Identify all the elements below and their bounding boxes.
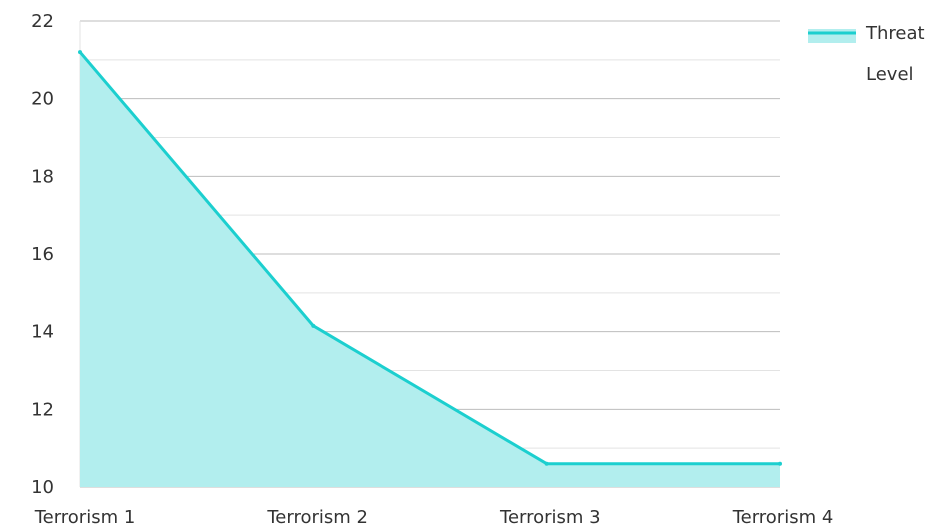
y-axis-ticks: 10 12 14 16 18 20 22 (31, 11, 54, 498)
y-tick-label: 14 (31, 322, 54, 343)
y-tick-label: 16 (31, 244, 54, 265)
legend: Threat Level (808, 23, 925, 85)
x-tick-label: Terrorism 3 (499, 507, 601, 526)
x-tick-label: Terrorism 1 (34, 507, 136, 526)
data-point-2 (311, 323, 316, 328)
y-tick-label: 12 (31, 399, 54, 420)
y-tick-label: 18 (31, 166, 54, 187)
legend-swatch (808, 29, 856, 43)
data-point-3 (544, 461, 549, 466)
data-points (78, 50, 782, 466)
y-tick-label: 10 (31, 477, 54, 498)
legend-label-line1: Threat (865, 23, 925, 44)
x-tick-label: Terrorism 2 (266, 507, 368, 526)
x-axis-ticks: Terrorism 1 Terrorism 2 Terrorism 3 Terrori… (34, 507, 834, 526)
data-point-4 (778, 461, 782, 466)
series-area-threat-level (80, 52, 780, 488)
data-point-1 (78, 50, 82, 55)
series-line-threat-level (78, 51, 780, 466)
y-tick-label: 22 (31, 11, 54, 32)
x-tick-label: Terrorism 4 (732, 507, 834, 526)
legend-label-line2: Level (866, 64, 914, 85)
y-tick-label: 20 (31, 89, 54, 110)
